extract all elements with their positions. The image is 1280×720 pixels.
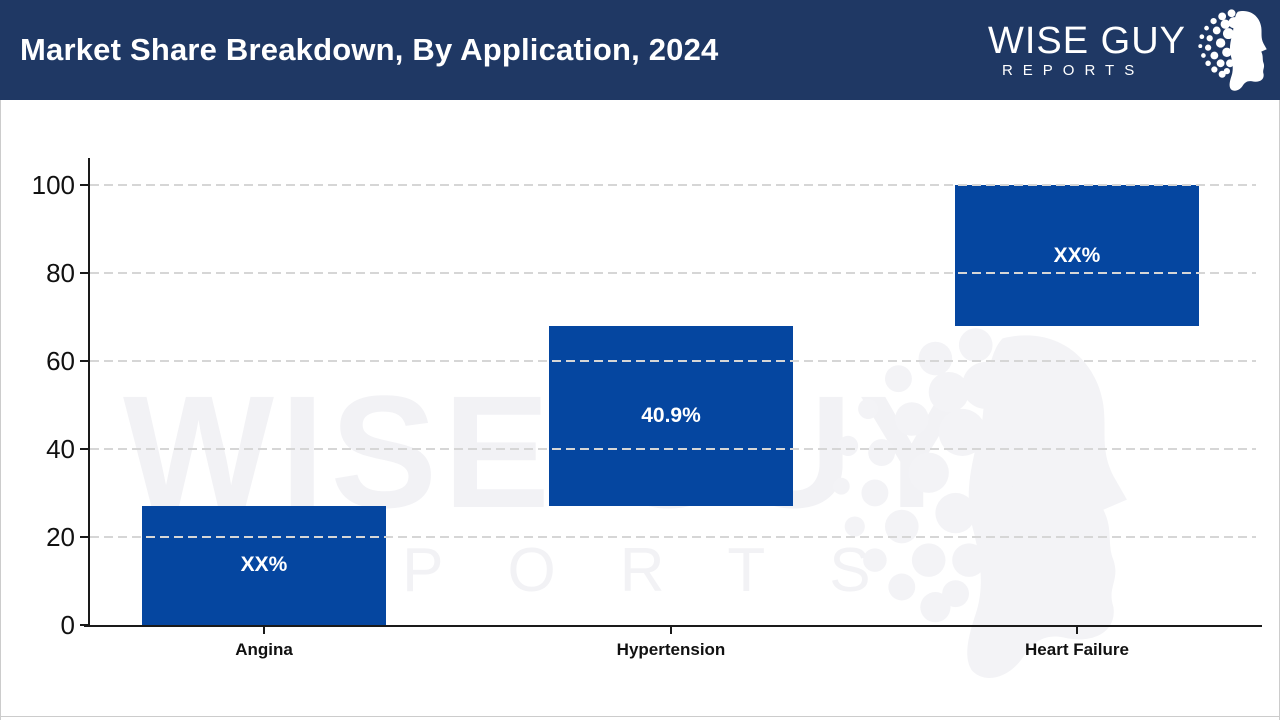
y-tick-mark — [80, 448, 88, 450]
x-tick-label: Heart Failure — [1025, 640, 1129, 659]
y-tick-mark — [80, 272, 88, 274]
gridline — [90, 272, 1256, 274]
bar-heart-failure — [955, 185, 1199, 327]
x-tick-mark — [263, 627, 265, 634]
gridline — [90, 360, 1256, 362]
gridline — [90, 536, 1256, 538]
y-tick-mark — [80, 360, 88, 362]
y-tick-label: 60 — [46, 346, 75, 376]
y-tick-label: 80 — [46, 258, 75, 288]
watermark-primary: WISE GUY — [123, 362, 972, 541]
chart-title: Market Share Breakdown, By Application, … — [20, 32, 719, 67]
bar-angina — [142, 506, 386, 625]
logo-primary-text: WISE GUY — [987, 20, 1186, 62]
y-tick-label: 40 — [46, 434, 75, 464]
bar-value-label: XX% — [1053, 244, 1101, 267]
logo-head-icon — [1198, 9, 1267, 91]
logo-secondary-text: REPORTS — [1001, 62, 1145, 79]
bar-hypertension — [549, 326, 793, 507]
logo-wordmark: WISE GUY REPORTS — [988, 22, 1186, 78]
bar-value-label: 40.9% — [641, 404, 701, 428]
gridline — [90, 184, 1256, 186]
x-tick-label: Angina — [235, 640, 293, 659]
y-tick-mark — [80, 184, 88, 186]
wise-guy-reports-logo: WISE GUY REPORTS — [988, 7, 1270, 93]
watermark-head-icon — [832, 328, 1127, 678]
y-tick-label: 0 — [60, 610, 75, 640]
bar-value-label: XX% — [240, 553, 288, 577]
x-axis-line — [84, 625, 1262, 627]
x-tick-label: Hypertension — [616, 640, 726, 659]
y-axis-line — [88, 158, 90, 627]
header-bar: Market Share Breakdown, By Application, … — [0, 0, 1280, 100]
y-tick-label: 20 — [46, 522, 75, 552]
gridline — [90, 448, 1256, 450]
y-tick-mark — [80, 536, 88, 538]
x-tick-mark — [1076, 627, 1078, 634]
figure-bottom-border — [0, 716, 1280, 717]
x-tick-mark — [670, 627, 672, 634]
y-tick-label: 100 — [31, 170, 75, 200]
